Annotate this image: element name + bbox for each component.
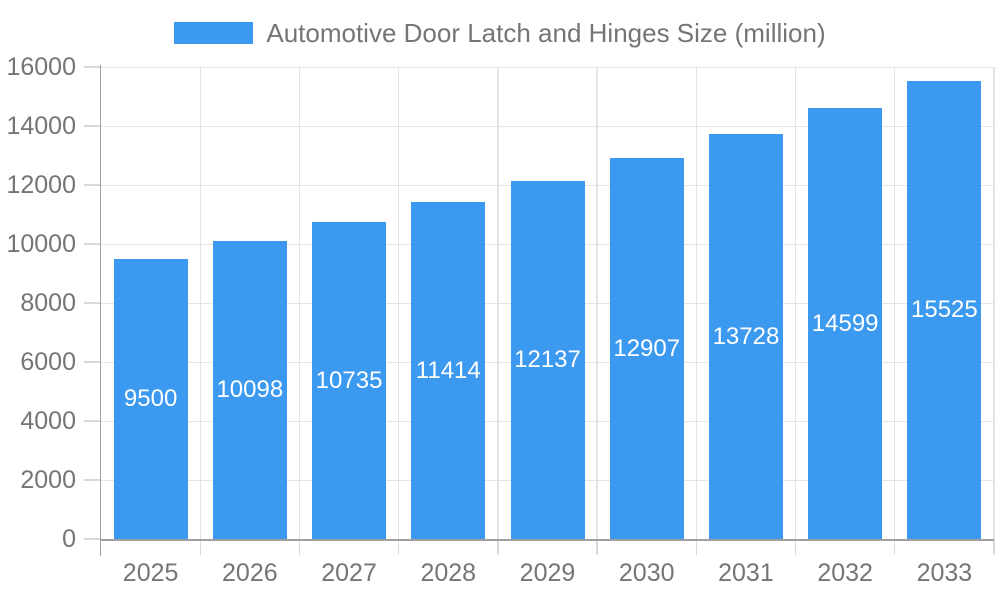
y-tick-label: 6000 xyxy=(20,348,76,376)
x-gridline xyxy=(199,67,201,539)
bar-value-label: 14599 xyxy=(811,309,879,337)
x-gridline xyxy=(993,67,995,539)
x-tick xyxy=(497,539,499,555)
x-tick xyxy=(993,539,995,555)
y-tick xyxy=(84,361,101,363)
x-tick-label: 2032 xyxy=(817,559,873,587)
bar: 10735 xyxy=(312,222,387,539)
x-tick xyxy=(596,539,598,555)
x-tick-label: 2029 xyxy=(519,559,576,587)
x-gridline xyxy=(298,67,301,539)
bar: 14599 xyxy=(808,108,883,539)
x-tick-label: 2031 xyxy=(718,559,774,587)
bar-value-label: 10098 xyxy=(216,376,284,404)
legend-swatch xyxy=(174,22,254,44)
x-gridline xyxy=(497,67,499,539)
x-tick xyxy=(894,539,896,555)
bar-value-label: 11414 xyxy=(415,356,481,384)
bar: 13728 xyxy=(708,134,783,539)
bar-value-label: 13728 xyxy=(712,322,780,350)
x-tick xyxy=(199,539,201,555)
x-tick xyxy=(794,539,797,555)
x-tick-label: 2028 xyxy=(420,559,477,587)
y-axis-line xyxy=(99,65,102,556)
x-axis-line xyxy=(99,539,994,541)
bar-value-label: 12137 xyxy=(514,345,581,373)
y-tick xyxy=(84,479,101,481)
bar-value-label: 12907 xyxy=(613,334,681,362)
x-gridline xyxy=(695,67,698,539)
x-gridline xyxy=(894,67,896,539)
x-tick-label: 2025 xyxy=(122,559,179,587)
y-tick xyxy=(84,125,101,127)
x-tick xyxy=(695,539,698,555)
bar-value-label: 10735 xyxy=(315,366,383,394)
bar: 11414 xyxy=(411,202,486,539)
x-tick-label: 2027 xyxy=(321,559,377,587)
y-tick-label: 8000 xyxy=(20,289,76,317)
x-tick-label: 2033 xyxy=(916,559,973,587)
bar-value-label: 15525 xyxy=(911,295,978,323)
chart-legend: Automotive Door Latch and Hinges Size (m… xyxy=(0,18,1000,48)
y-gridline xyxy=(101,125,994,127)
y-tick xyxy=(84,66,101,68)
y-tick-label: 16000 xyxy=(6,53,76,81)
x-gridline xyxy=(596,67,598,539)
x-tick-label: 2026 xyxy=(222,559,278,587)
y-tick-label: 10000 xyxy=(6,230,76,258)
bar: 12907 xyxy=(609,158,684,539)
y-tick-label: 0 xyxy=(62,525,76,553)
y-tick-label: 2000 xyxy=(20,466,76,494)
x-tick-label: 2030 xyxy=(618,559,675,587)
y-tick-label: 14000 xyxy=(6,112,76,140)
y-tick xyxy=(84,302,101,304)
y-tick xyxy=(84,184,101,186)
bar: 15525 xyxy=(907,81,982,539)
bar: 10098 xyxy=(212,241,287,539)
bar: 12137 xyxy=(510,180,585,539)
x-gridline xyxy=(397,67,400,539)
y-tick xyxy=(84,420,101,422)
chart-title: Automotive Door Latch and Hinges Size (m… xyxy=(266,18,826,48)
x-tick xyxy=(397,539,400,555)
bar-value-label: 9500 xyxy=(123,384,178,412)
x-tick xyxy=(298,539,301,555)
bar: 9500 xyxy=(113,258,188,539)
y-tick xyxy=(84,243,101,245)
y-tick-label: 4000 xyxy=(20,407,76,435)
y-tick xyxy=(84,538,101,540)
y-gridline xyxy=(101,66,994,68)
x-gridline xyxy=(794,67,797,539)
y-tick-label: 12000 xyxy=(6,171,76,199)
